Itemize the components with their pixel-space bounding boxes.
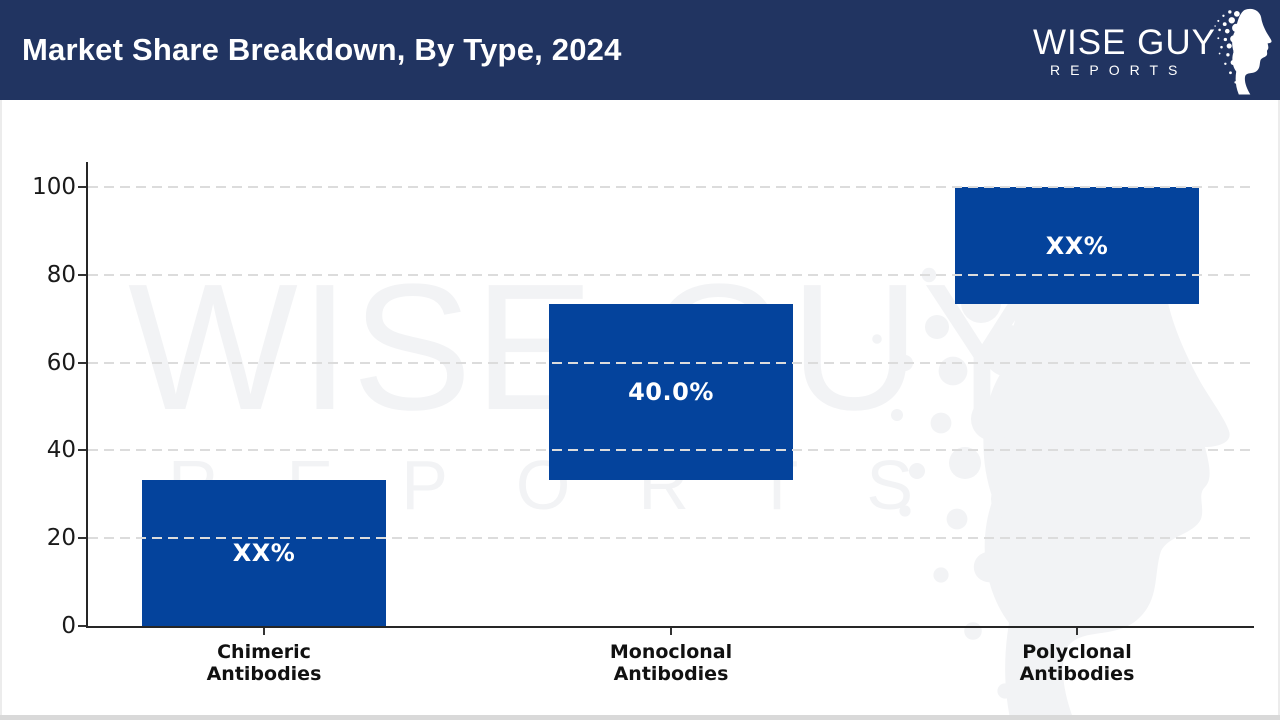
gridline [88, 537, 1253, 540]
y-axis-line [86, 162, 88, 628]
logo-wordmark: WISE GUY [1032, 22, 1216, 62]
y-tick-label: 80 [46, 261, 76, 288]
x-axis-line [86, 626, 1254, 628]
logo-words: WISE GUY REPORTS [1032, 22, 1216, 78]
y-tick-mark [78, 625, 87, 627]
y-tick-mark [78, 449, 87, 452]
gridline [88, 449, 1253, 452]
x-tick-mark [1076, 628, 1078, 635]
y-tick-mark [78, 361, 87, 364]
y-tick-mark [78, 537, 87, 540]
logo-reports-text: REPORTS [1049, 61, 1188, 78]
chart-title: Market Share Breakdown, By Type, 2024 [22, 32, 622, 67]
plot-area: WISE GUY REPORTS XX% Chimeric Antibodies 40… [0, 100, 1280, 720]
page-left-edge [0, 100, 2, 720]
category-label-line: Polyclonal [1022, 641, 1132, 663]
y-tick-label: 0 [61, 613, 76, 639]
y-tick-label: 100 [32, 174, 76, 200]
x-tick-mark [670, 628, 672, 635]
header-bar: Market Share Breakdown, By Type, 2024 WI… [0, 0, 1280, 100]
bar: 40.0% [549, 304, 793, 480]
x-category-label: Chimeric Antibodies [114, 641, 414, 685]
x-category-label: Monoclonal Antibodies [521, 641, 821, 685]
y-tick-label: 40 [46, 437, 76, 464]
category-label-line: Monoclonal [609, 641, 733, 663]
gridline [88, 273, 1253, 276]
category-label-line: Antibodies [613, 663, 729, 685]
page-right-edge [1278, 100, 1280, 720]
category-label-line: Chimeric [217, 641, 311, 663]
bar-value-label: XX% [1045, 231, 1109, 260]
wiseguy-logo: WISE GUY REPORTS [1033, 5, 1274, 97]
y-tick-mark [78, 186, 87, 188]
gridline [88, 361, 1253, 364]
bar-value-label: XX% [232, 538, 296, 567]
x-tick-mark [263, 628, 265, 635]
bar: XX% [955, 187, 1199, 305]
y-tick-mark [78, 273, 87, 276]
gridline [88, 186, 1253, 188]
y-tick-label: 20 [46, 525, 76, 552]
x-category-label: Polyclonal Antibodies [927, 641, 1227, 685]
wiseguy-head-icon [1214, 8, 1272, 95]
bar-value-label: 40.0% [628, 378, 714, 406]
y-tick-label: 60 [46, 349, 76, 376]
bar: XX% [142, 479, 386, 626]
category-label-line: Antibodies [1019, 663, 1135, 685]
footer-strip [0, 715, 1280, 720]
category-label-line: Antibodies [206, 663, 322, 685]
